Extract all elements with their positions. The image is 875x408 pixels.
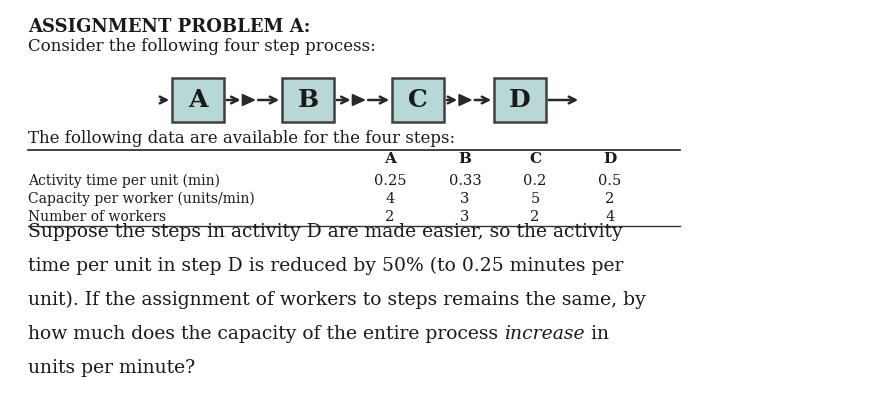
Text: time per unit in step D is reduced by 50% (to 0.25 minutes per: time per unit in step D is reduced by 50… [28,257,623,275]
Text: D: D [604,152,617,166]
Text: C: C [408,88,428,112]
Text: Consider the following four step process:: Consider the following four step process… [28,38,375,55]
Polygon shape [353,95,364,106]
Text: 2: 2 [385,210,395,224]
Text: A: A [188,88,207,112]
Text: Capacity per worker (units/min): Capacity per worker (units/min) [28,192,255,206]
Text: Suppose the steps in activity D are made easier, so the activity: Suppose the steps in activity D are made… [28,223,623,241]
Polygon shape [459,95,471,106]
FancyBboxPatch shape [494,78,546,122]
FancyBboxPatch shape [392,78,444,122]
Text: in: in [584,325,609,343]
FancyBboxPatch shape [172,78,224,122]
Text: 3: 3 [460,210,470,224]
Text: The following data are available for the four steps:: The following data are available for the… [28,130,455,147]
Polygon shape [242,95,255,106]
Text: 2: 2 [530,210,540,224]
Text: 4: 4 [606,210,614,224]
Text: Number of workers: Number of workers [28,210,166,224]
FancyBboxPatch shape [282,78,334,122]
Text: B: B [458,152,472,166]
Text: 0.2: 0.2 [523,174,547,188]
Text: A: A [384,152,396,166]
Text: 3: 3 [460,192,470,206]
Text: 5: 5 [530,192,540,206]
Text: 2: 2 [606,192,614,206]
Text: 0.5: 0.5 [598,174,621,188]
Text: ASSIGNMENT PROBLEM A:: ASSIGNMENT PROBLEM A: [28,18,311,36]
Text: D: D [509,88,531,112]
Text: unit). If the assignment of workers to steps remains the same, by: unit). If the assignment of workers to s… [28,291,646,309]
Text: increase: increase [504,325,584,343]
Text: 0.33: 0.33 [449,174,481,188]
Text: how much does the capacity of the entire process: how much does the capacity of the entire… [28,325,504,343]
Text: C: C [528,152,541,166]
Text: units per minute?: units per minute? [28,359,195,377]
Text: Activity time per unit (min): Activity time per unit (min) [28,174,220,188]
Text: 4: 4 [385,192,395,206]
Text: 0.25: 0.25 [374,174,406,188]
Text: B: B [298,88,318,112]
